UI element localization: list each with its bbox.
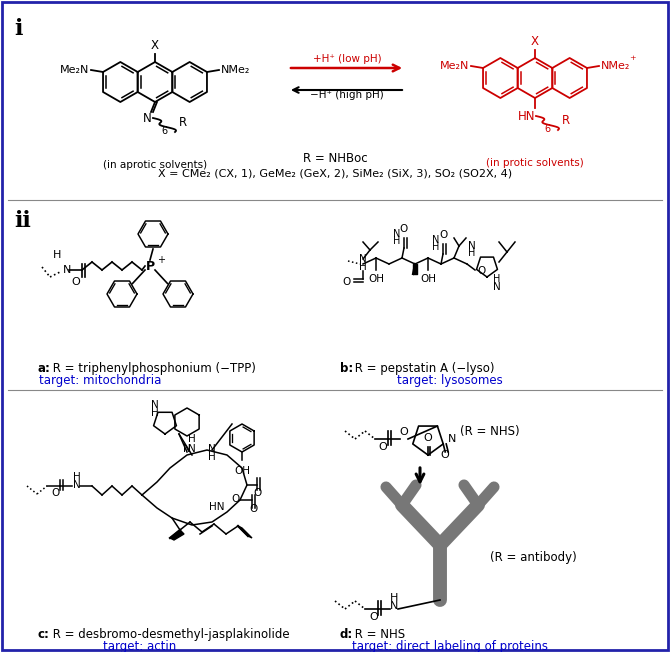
Text: Me₂N: Me₂N — [440, 61, 469, 71]
Text: b:: b: — [340, 362, 353, 375]
Text: R = pepstatin A (−lyso): R = pepstatin A (−lyso) — [351, 362, 494, 375]
Text: O: O — [254, 488, 262, 498]
Text: O: O — [379, 442, 387, 452]
Text: O: O — [72, 277, 80, 287]
Text: N: N — [183, 444, 191, 454]
Text: N: N — [151, 400, 159, 410]
Text: H: H — [151, 408, 159, 418]
Text: N: N — [431, 235, 439, 245]
Text: O: O — [477, 266, 485, 276]
Text: 6: 6 — [161, 126, 167, 136]
Text: H: H — [73, 472, 81, 482]
Text: H: H — [431, 242, 439, 252]
Text: N: N — [208, 444, 216, 454]
Text: OH: OH — [420, 274, 436, 284]
Text: N: N — [143, 111, 151, 125]
Text: H: H — [188, 434, 196, 444]
Text: H: H — [359, 262, 367, 272]
Text: HN: HN — [209, 502, 224, 512]
Text: ii: ii — [14, 210, 31, 232]
Text: O: O — [343, 277, 351, 287]
Text: O: O — [249, 504, 257, 514]
Text: R = desbromo-desmethyl-jasplakinolide: R = desbromo-desmethyl-jasplakinolide — [49, 628, 289, 641]
Text: X: X — [531, 35, 539, 48]
Polygon shape — [238, 526, 252, 538]
Text: O: O — [441, 450, 450, 460]
Polygon shape — [170, 530, 184, 540]
Text: c:: c: — [38, 628, 50, 641]
Text: (in aprotic solvents): (in aprotic solvents) — [103, 160, 207, 170]
Text: (R = antibody): (R = antibody) — [490, 552, 577, 565]
Text: target: mitochondria: target: mitochondria — [39, 374, 161, 387]
Text: H: H — [493, 274, 500, 284]
Text: O: O — [52, 488, 60, 498]
Text: O: O — [231, 494, 239, 504]
Text: R = NHBoc: R = NHBoc — [303, 152, 367, 165]
Text: +: + — [157, 255, 165, 265]
Text: OH: OH — [234, 466, 250, 476]
Text: HN: HN — [519, 110, 536, 123]
Text: R: R — [179, 115, 187, 128]
Text: R: R — [562, 113, 570, 126]
Text: O: O — [423, 433, 432, 443]
Text: d:: d: — [340, 628, 353, 641]
Text: R = NHS: R = NHS — [351, 628, 405, 641]
Text: ⁺: ⁺ — [629, 53, 636, 67]
Text: H: H — [393, 236, 400, 246]
Text: N: N — [468, 241, 476, 251]
Text: (R = NHS): (R = NHS) — [460, 426, 520, 439]
Text: O: O — [400, 224, 408, 234]
Text: N: N — [393, 229, 400, 239]
Text: N: N — [390, 601, 398, 611]
Text: i: i — [14, 18, 22, 40]
Text: a:: a: — [38, 362, 51, 375]
Text: O: O — [439, 230, 447, 240]
Text: P: P — [145, 259, 155, 273]
Text: H: H — [208, 452, 216, 462]
Text: X: X — [151, 39, 159, 52]
Text: N: N — [448, 434, 456, 444]
Text: H: H — [53, 250, 61, 260]
Text: X = CMe₂ (CX, 1), GeMe₂ (GeX, 2), SiMe₂ (SiX, 3), SO₂ (SO2X, 4): X = CMe₂ (CX, 1), GeMe₂ (GeX, 2), SiMe₂ … — [158, 168, 512, 178]
Text: target: direct labeling of proteins: target: direct labeling of proteins — [352, 640, 548, 652]
Text: 6: 6 — [544, 124, 550, 134]
Text: O: O — [399, 427, 409, 437]
Text: OH: OH — [368, 274, 384, 284]
Text: N: N — [188, 444, 196, 454]
Text: (in protic solvents): (in protic solvents) — [486, 158, 584, 168]
Text: N: N — [493, 282, 501, 292]
Text: target: lysosomes: target: lysosomes — [397, 374, 503, 387]
Text: R = triphenylphosphonium (−TPP): R = triphenylphosphonium (−TPP) — [49, 362, 256, 375]
Text: target: actin: target: actin — [103, 640, 177, 652]
Text: NMe₂: NMe₂ — [221, 65, 251, 75]
Text: NMe₂: NMe₂ — [601, 61, 630, 71]
Text: N: N — [63, 265, 72, 275]
Text: H: H — [468, 248, 476, 258]
Text: +H⁺ (low pH): +H⁺ (low pH) — [313, 54, 381, 64]
Text: O: O — [370, 612, 379, 622]
Text: H: H — [390, 593, 398, 603]
Text: Me₂N: Me₂N — [60, 65, 89, 75]
Text: N: N — [73, 480, 81, 490]
Text: −H⁺ (high pH): −H⁺ (high pH) — [310, 90, 384, 100]
Text: N: N — [359, 254, 367, 264]
